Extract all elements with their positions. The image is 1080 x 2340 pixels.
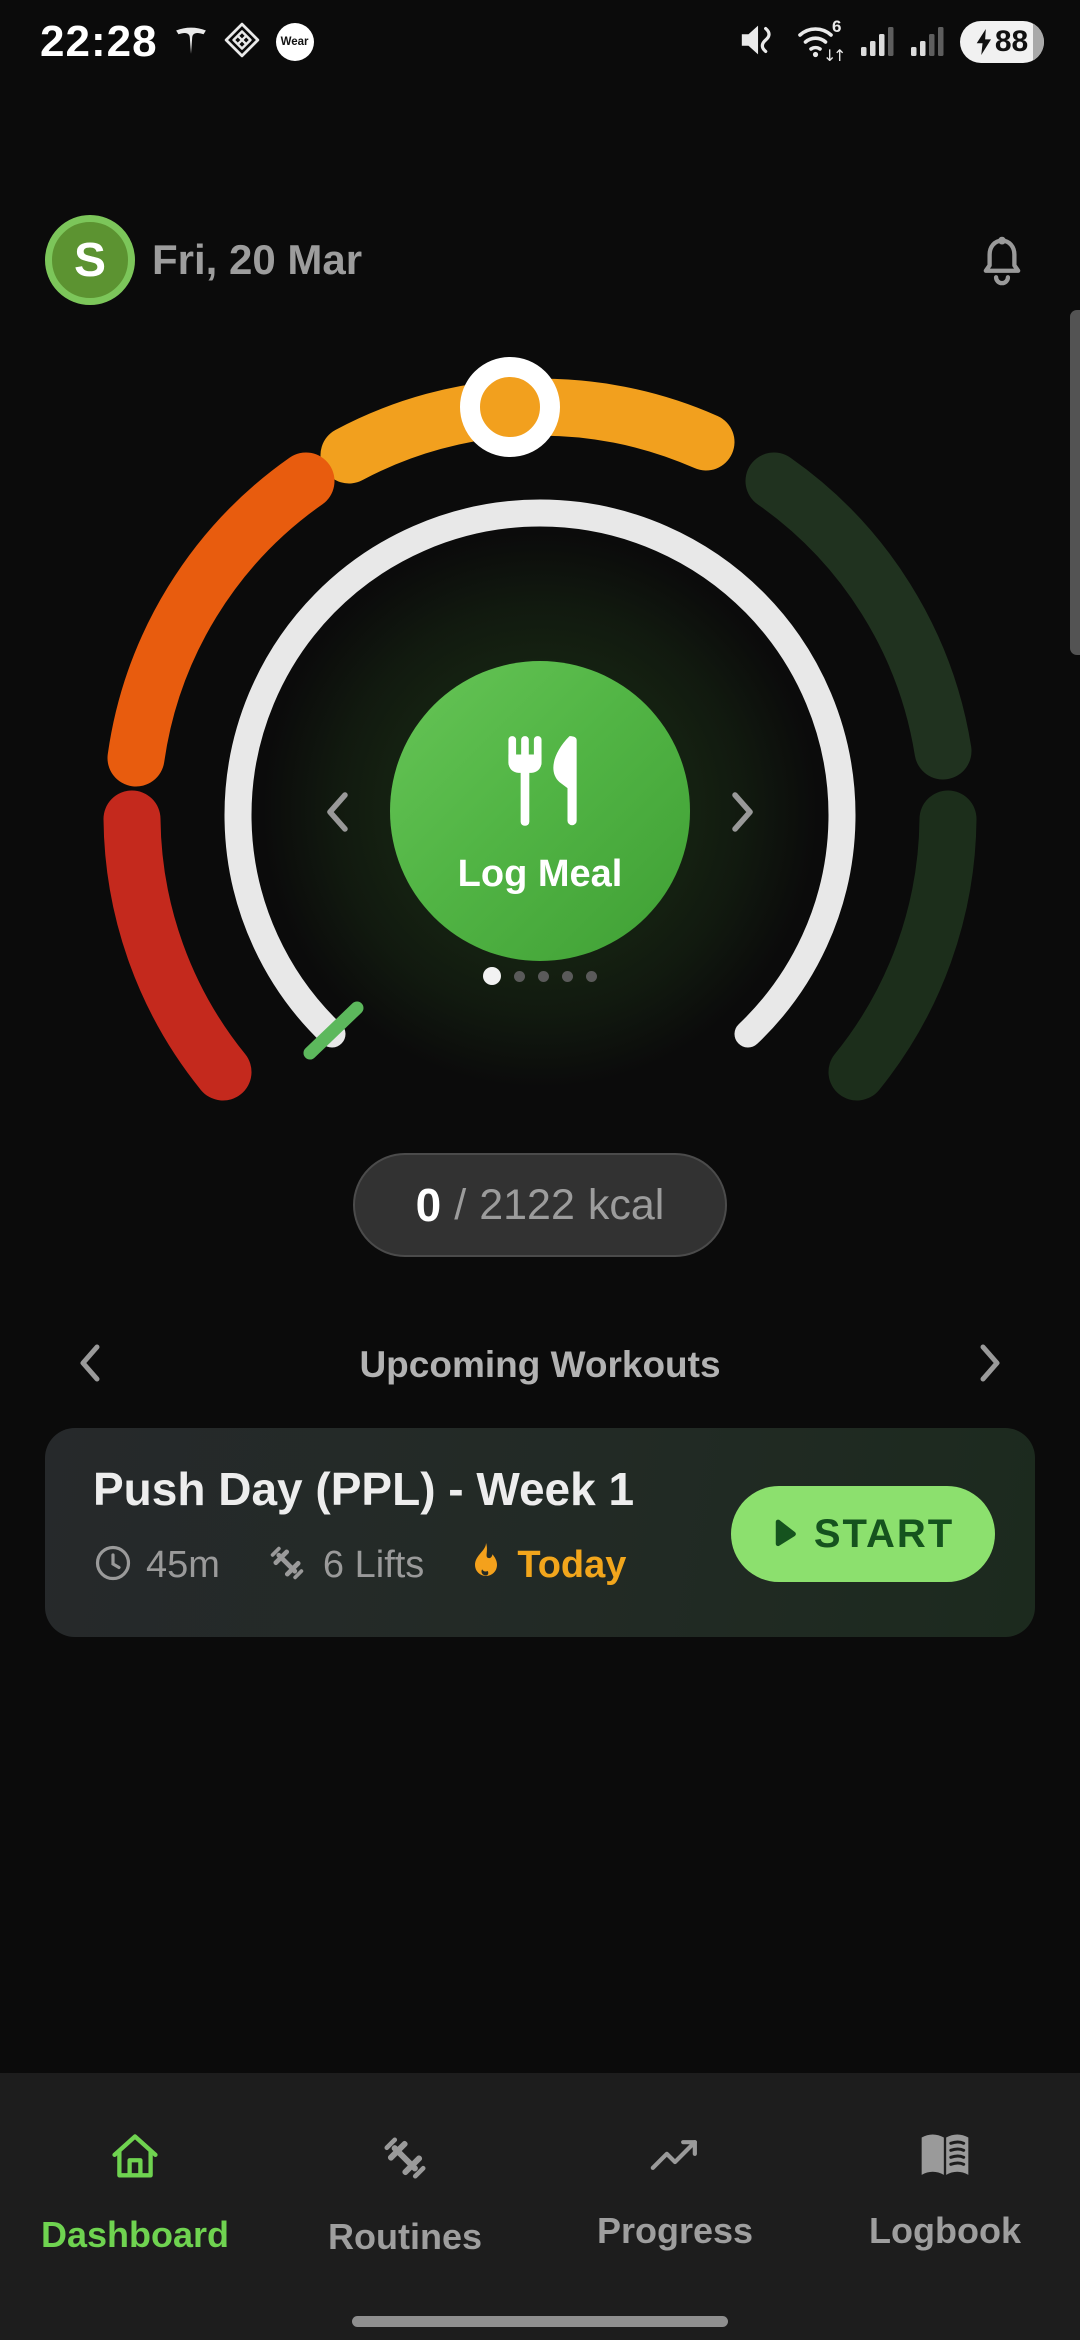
nav-item-progress[interactable]: Progress <box>540 2073 810 2340</box>
avatar[interactable]: S <box>45 215 135 305</box>
avatar-letter: S <box>73 233 106 287</box>
calories-separator: / <box>454 1180 467 1229</box>
start-label: START <box>813 1511 955 1556</box>
signal-icon <box>910 23 944 62</box>
pagination-dot[interactable] <box>514 970 525 982</box>
wifi-6-icon: 6 ↓ ↑ <box>796 17 846 67</box>
upcoming-workouts-header: Upcoming Workouts <box>0 1326 1080 1404</box>
section-next-chevron-icon[interactable] <box>974 1338 1006 1393</box>
nav-label: Logbook <box>869 2210 1021 2251</box>
status-bar: 22:28 Wear <box>0 14 1080 70</box>
notification-bell-icon[interactable] <box>976 232 1028 293</box>
gauge-segment-orange <box>107 452 335 787</box>
wear-os-badge: Wear <box>275 23 314 61</box>
play-icon <box>772 1519 798 1549</box>
home-icon <box>107 2129 163 2190</box>
book-icon <box>917 2129 973 2186</box>
clock-time: 22:28 <box>40 17 158 66</box>
trending-up-icon <box>647 2129 703 2186</box>
signal-icon <box>860 23 894 62</box>
pagination-dots <box>0 962 1080 990</box>
workout-due: Today <box>517 1544 627 1586</box>
pagination-dot[interactable] <box>562 970 573 982</box>
battery-percent: 88 <box>994 25 1029 58</box>
battery-charging-icon: 88 <box>960 21 1044 63</box>
nav-label: Dashboard <box>40 2214 230 2255</box>
nav-item-dashboard[interactable]: Dashboard <box>0 2073 270 2340</box>
pagination-dot[interactable] <box>586 970 597 982</box>
gauge-segment-dark-green-lower <box>828 790 977 1101</box>
workout-title: Push Day (PPL) - Week 1 <box>93 1463 635 1515</box>
gauge-segment-red <box>103 790 252 1101</box>
nav-item-routines[interactable]: Routines <box>270 2073 540 2340</box>
start-workout-button[interactable]: START <box>731 1486 995 1582</box>
calories-unit: kcal <box>587 1180 665 1229</box>
dumbbell-icon <box>376 2129 434 2192</box>
pagination-dot[interactable] <box>483 967 501 985</box>
status-bar-left: 22:28 Wear <box>40 17 314 67</box>
section-title: Upcoming Workouts <box>359 1344 721 1385</box>
workout-meta: 45m 6 Lifts <box>93 1540 626 1591</box>
calorie-gauge <box>103 357 977 1101</box>
dumbbell-icon <box>264 1540 310 1591</box>
gauge-segment-dark-green-upper <box>745 452 972 780</box>
pagination-dot[interactable] <box>538 970 549 982</box>
gauge-progress-tick <box>303 1001 364 1060</box>
workout-lifts: 6 Lifts <box>322 1544 425 1586</box>
svg-text:6: 6 <box>832 18 841 36</box>
svg-text:↑: ↑ <box>833 46 844 62</box>
mute-vibrate-icon <box>738 20 780 65</box>
tesla-icon <box>174 23 208 62</box>
log-meal-label: Log Meal <box>457 853 623 895</box>
gauge-next-chevron-icon[interactable] <box>722 784 762 845</box>
bottom-nav: Dashboard Routines <box>0 2073 1080 2340</box>
svg-text:↓: ↓ <box>823 46 836 62</box>
scrollbar[interactable] <box>1070 310 1080 655</box>
workout-duration: 45m <box>146 1544 220 1586</box>
status-bar-right: 6 ↓ ↑ <box>738 17 1044 67</box>
calories-target: 2122 <box>479 1180 575 1229</box>
gauge-prev-chevron-icon[interactable] <box>318 784 358 845</box>
section-prev-chevron-icon[interactable] <box>74 1338 106 1393</box>
clock-icon <box>93 1543 133 1588</box>
calorie-counter-pill: 0 / 2122 kcal <box>353 1153 727 1257</box>
flame-icon <box>468 1541 504 1590</box>
nav-label: Progress <box>596 2210 754 2251</box>
gesture-bar[interactable] <box>352 2316 728 2327</box>
workout-card[interactable]: Push Day (PPL) - Week 1 45m 6 Lift <box>45 1428 1035 1637</box>
fork-knife-icon <box>484 726 596 843</box>
calories-current: 0 <box>415 1179 442 1231</box>
battery-level-cap <box>1033 21 1044 63</box>
header-date: Fri, 20 Mar <box>152 236 363 283</box>
nav-label: Routines <box>327 2216 482 2257</box>
gauge-track <box>224 499 856 1048</box>
gauge-knob[interactable] <box>460 357 560 457</box>
nav-item-logbook[interactable]: Logbook <box>810 2073 1080 2340</box>
checkered-diamond-icon <box>224 22 260 63</box>
log-meal-button[interactable]: Log Meal <box>390 661 690 961</box>
